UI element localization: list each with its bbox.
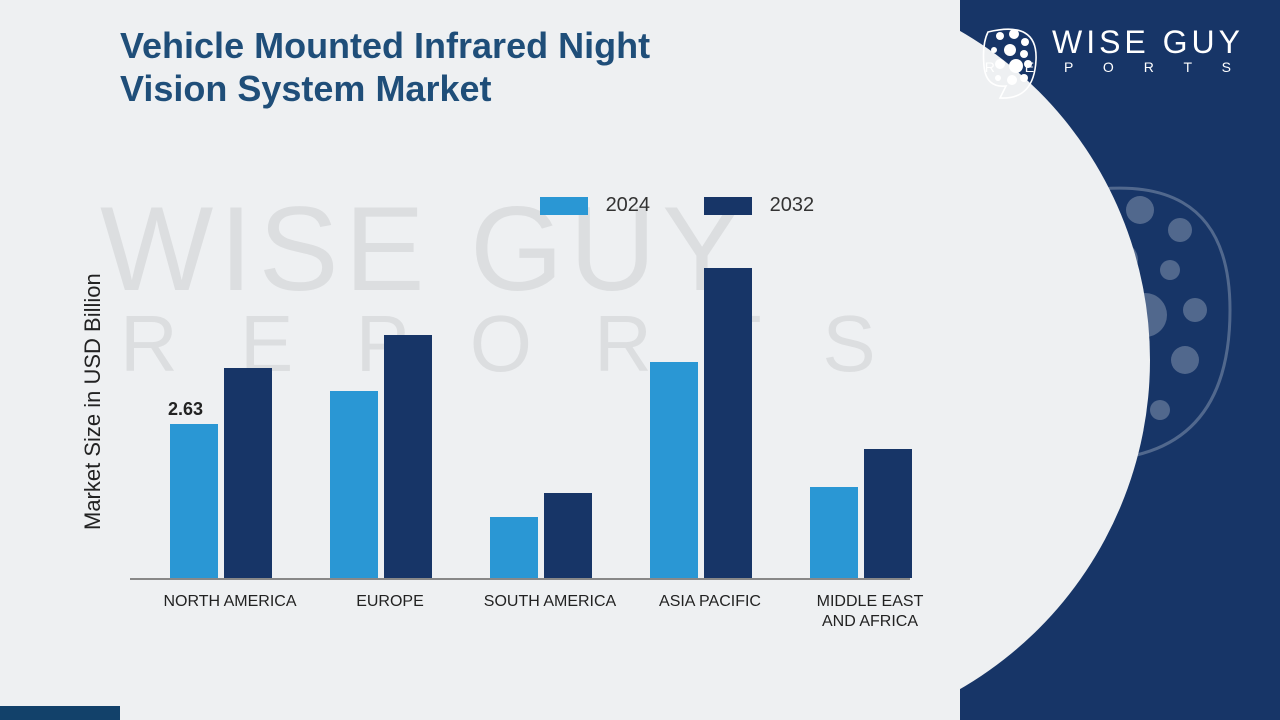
x-axis-label: NORTH AMERICA xyxy=(160,580,300,612)
bar-2032 xyxy=(864,449,912,578)
bar-chart: 2.63NORTH AMERICAEUROPESOUTH AMERICAASIA… xyxy=(130,200,910,580)
y-axis-label: Market Size in USD Billion xyxy=(80,273,106,530)
bar-2024 xyxy=(650,362,698,578)
brand-logo-text: WISE GUY R E P O R T S xyxy=(985,24,1244,75)
bar-2024 xyxy=(170,424,218,578)
bar-2024 xyxy=(330,391,378,578)
x-axis-label: ASIA PACIFIC xyxy=(640,580,780,612)
page: WISE GUY R E P O R T S Vehicle Mounted I… xyxy=(0,0,1280,720)
bar-2032 xyxy=(544,493,592,578)
bar-2024 xyxy=(810,487,858,578)
bar-2032 xyxy=(224,368,272,578)
bar-2032 xyxy=(704,268,752,578)
x-axis-label: SOUTH AMERICA xyxy=(480,580,620,612)
brand-line2: R E P O R T S xyxy=(985,59,1244,75)
bar-2024 xyxy=(490,517,538,578)
bar-value-label: 2.63 xyxy=(168,399,203,420)
x-axis-label: EUROPE xyxy=(320,580,460,612)
x-axis-label: MIDDLE EAST AND AFRICA xyxy=(800,580,940,632)
chart-title: Vehicle Mounted Infrared Night Vision Sy… xyxy=(120,24,760,110)
brand-line1: WISE GUY xyxy=(1052,24,1244,60)
bar-2032 xyxy=(384,335,432,578)
bottom-strip xyxy=(0,706,120,720)
